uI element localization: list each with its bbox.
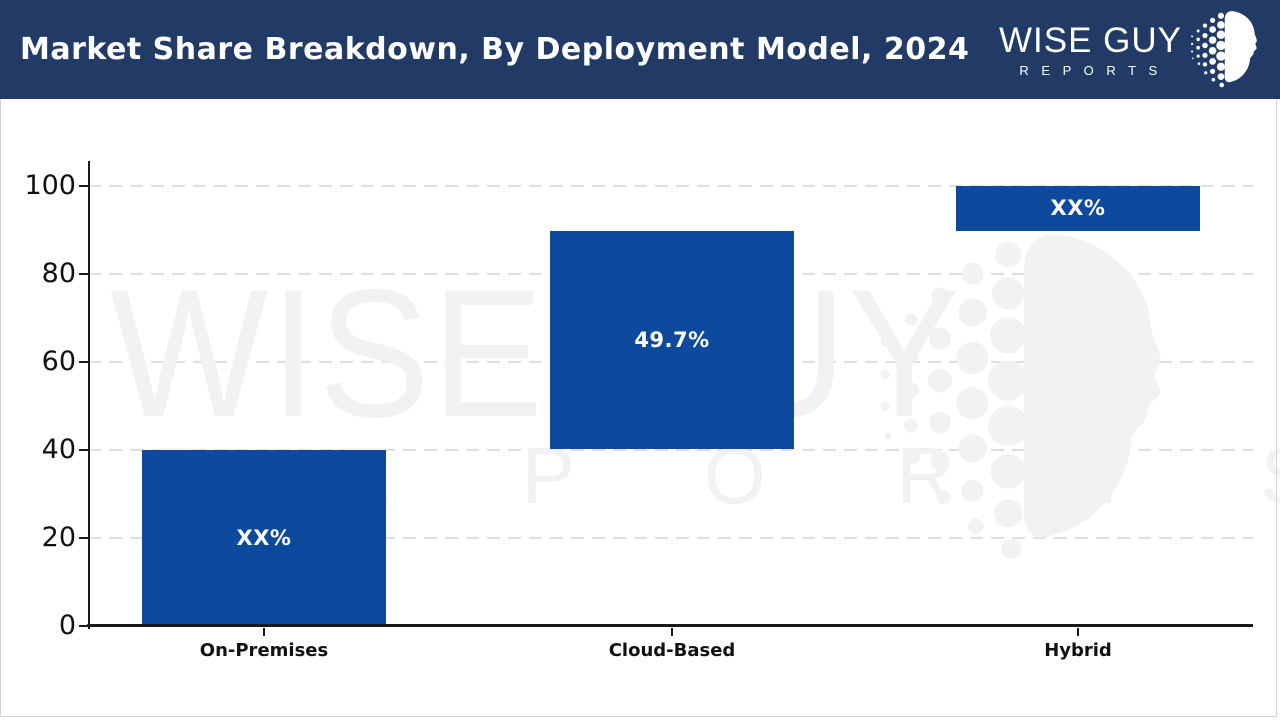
y-tick-label-100: 100: [24, 169, 76, 201]
frame-border-bottom: [0, 716, 1277, 717]
brand-logo: WISE GUY R E P O R T S: [999, 8, 1262, 92]
y-tick-label-0: 0: [58, 609, 76, 641]
bar-cloud-based: 49.7%: [550, 230, 794, 450]
gridline-40: [88, 448, 1253, 451]
y-tick-mark-100: [79, 184, 88, 187]
bar-value-label: 49.7%: [634, 328, 710, 353]
y-tick-label-40: 40: [41, 433, 76, 465]
y-tick-mark-60: [79, 360, 88, 363]
bar-hybrid: XX%: [956, 185, 1200, 231]
dotted-head-icon: [1186, 8, 1262, 92]
x-axis-spine: [87, 624, 1253, 627]
y-tick-label-60: 60: [41, 345, 76, 377]
x-tick-mark-2: [671, 627, 673, 636]
y-tick-mark-0: [79, 624, 88, 627]
brand-subtitle-text: R E P O R T S: [1019, 62, 1162, 78]
bar-value-label: XX%: [1050, 196, 1106, 221]
gridline-100: [88, 184, 1253, 187]
header: Market Share Breakdown, By Deployment Mo…: [0, 0, 1280, 99]
y-tick-label-20: 20: [41, 521, 76, 553]
y-tick-mark-80: [79, 272, 88, 275]
bar-on-premises: XX%: [142, 449, 386, 626]
page-title: Market Share Breakdown, By Deployment Mo…: [20, 32, 970, 67]
y-tick-label-80: 80: [41, 257, 76, 289]
bar-value-label: XX%: [236, 525, 292, 550]
brand-name-text: WISE GUY: [998, 20, 1182, 60]
y-tick-mark-20: [79, 536, 88, 539]
x-tick-label-1: On-Premises: [199, 639, 329, 661]
x-tick-mark-1: [263, 627, 265, 636]
x-tick-label-3: Hybrid: [1044, 639, 1112, 661]
brand-wordmark: WISE GUY R E P O R T S: [999, 23, 1182, 77]
y-axis-spine: [88, 161, 90, 629]
y-tick-mark-40: [79, 448, 88, 451]
gridline-20: [88, 536, 1253, 539]
x-tick-mark-3: [1077, 627, 1079, 636]
frame-border-left: [0, 99, 1, 717]
x-tick-label-2: Cloud-Based: [608, 639, 736, 661]
frame-border-right: [1276, 99, 1277, 717]
